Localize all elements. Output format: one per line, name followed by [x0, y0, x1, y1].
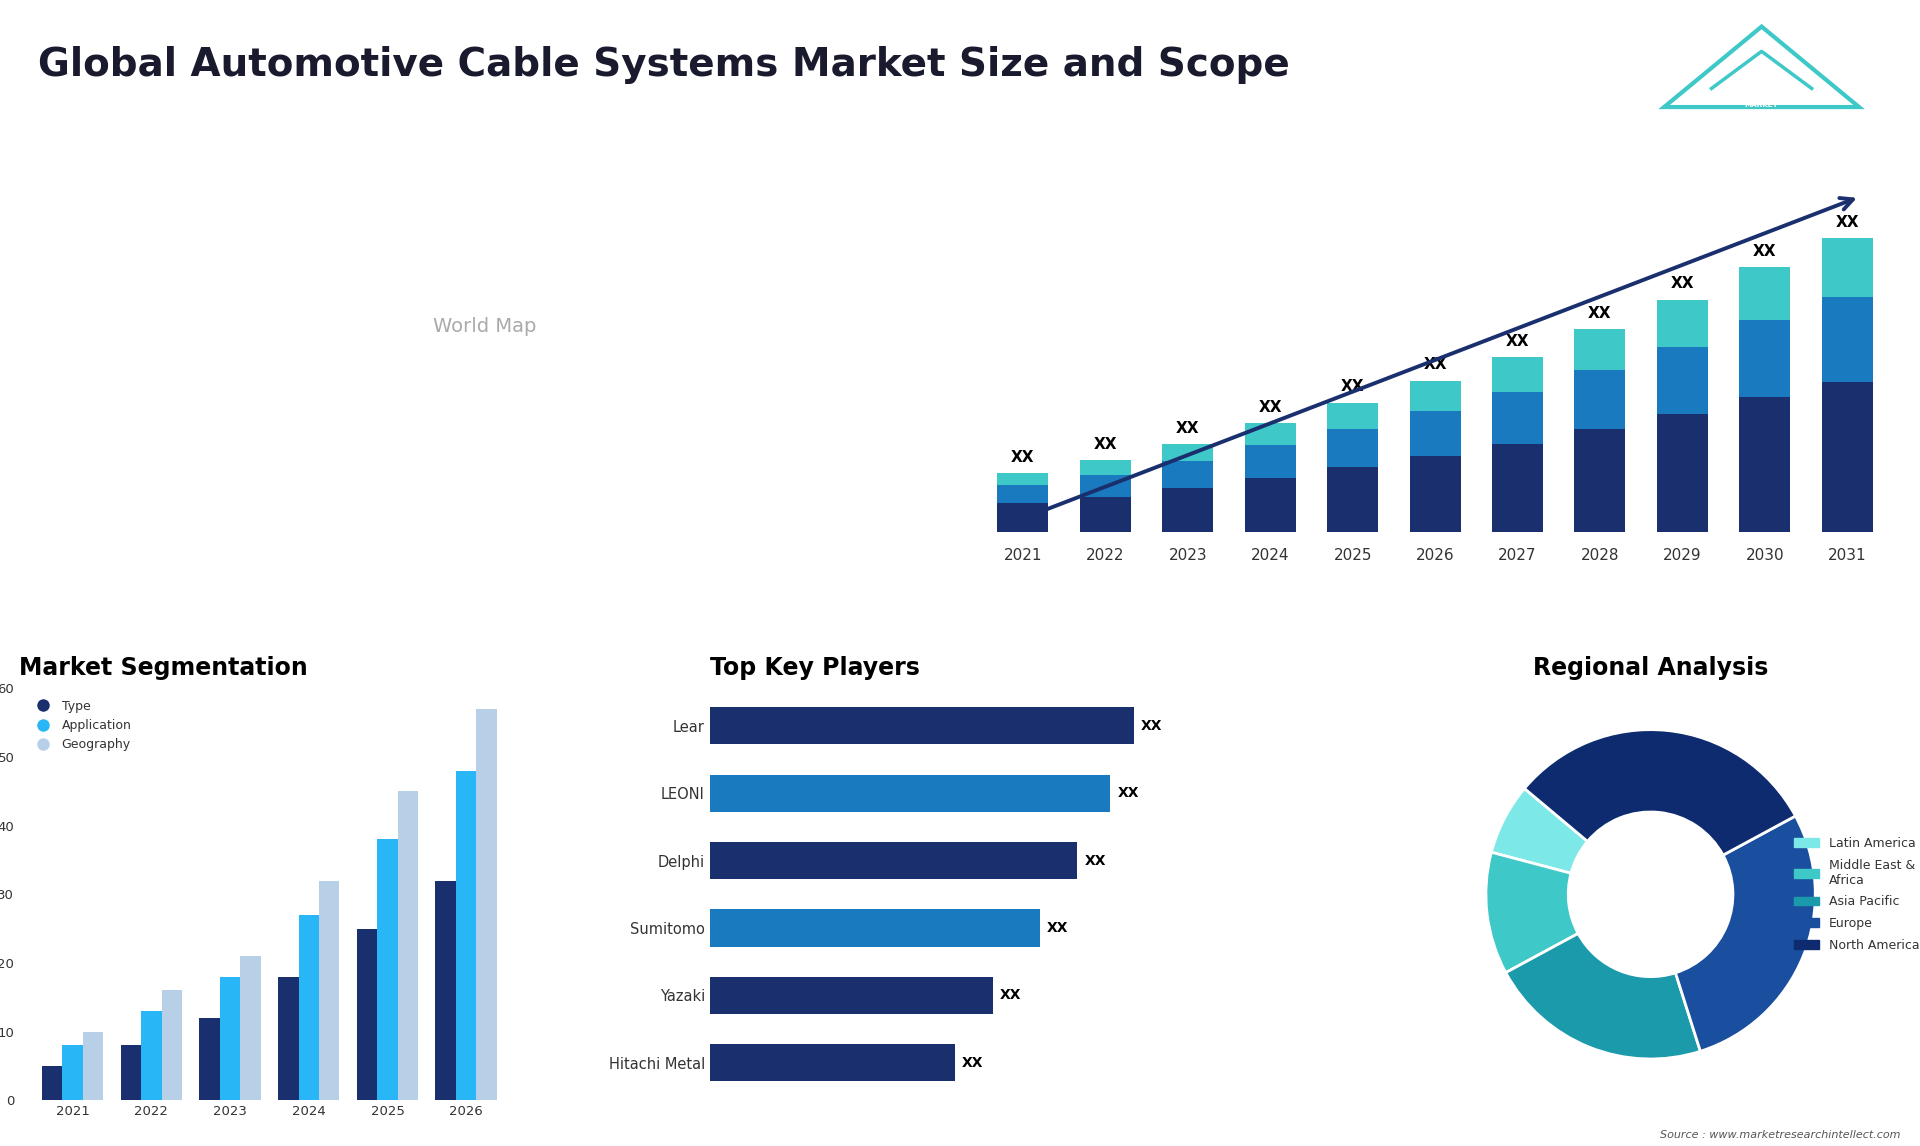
Bar [298, 915, 319, 1100]
Bar [476, 709, 497, 1100]
Bar [710, 976, 993, 1014]
Bar [278, 976, 298, 1100]
Text: Top Key Players: Top Key Players [710, 656, 920, 680]
Wedge shape [1492, 788, 1588, 873]
Text: 2027: 2027 [1498, 549, 1536, 564]
Bar [1822, 382, 1872, 532]
Bar [1409, 456, 1461, 532]
Bar [1740, 397, 1789, 532]
Text: XX: XX [1423, 358, 1448, 372]
Bar [42, 1066, 63, 1100]
Bar [1244, 478, 1296, 532]
Bar [436, 880, 455, 1100]
Bar [710, 842, 1077, 879]
Legend: Latin America, Middle East &
Africa, Asia Pacific, Europe, North America: Latin America, Middle East & Africa, Asi… [1789, 832, 1920, 957]
Text: XX: XX [1117, 786, 1139, 800]
Bar [1327, 402, 1379, 429]
Bar [1409, 380, 1461, 411]
Text: XX: XX [1505, 333, 1528, 348]
Bar [710, 775, 1110, 811]
Bar [1574, 329, 1626, 370]
Bar [996, 485, 1048, 503]
Bar [1409, 411, 1461, 456]
Bar [710, 1044, 954, 1082]
Bar [200, 1018, 219, 1100]
Text: 2029: 2029 [1663, 549, 1701, 564]
Bar [1740, 320, 1789, 397]
Legend: Type, Application, Geography: Type, Application, Geography [25, 694, 136, 756]
Bar [1574, 370, 1626, 429]
Text: XX: XX [1000, 989, 1021, 1003]
Bar [1327, 468, 1379, 532]
Wedge shape [1524, 730, 1795, 855]
Bar [1657, 300, 1709, 347]
Text: World Map: World Map [434, 316, 536, 336]
Bar [996, 473, 1048, 485]
Bar [996, 503, 1048, 532]
Text: XX: XX [1753, 244, 1776, 259]
Bar [1244, 423, 1296, 446]
Bar [1740, 267, 1789, 320]
Bar [63, 1045, 83, 1100]
Wedge shape [1486, 853, 1578, 973]
Text: 2025: 2025 [1332, 549, 1373, 564]
Text: Source : www.marketresearchintellect.com: Source : www.marketresearchintellect.com [1661, 1130, 1901, 1140]
Bar [140, 1011, 161, 1100]
Bar [1822, 297, 1872, 382]
Bar [376, 839, 397, 1100]
Bar [397, 792, 419, 1100]
Bar [1162, 444, 1213, 462]
Text: Market Segmentation: Market Segmentation [19, 656, 307, 680]
Text: 2023: 2023 [1169, 549, 1208, 564]
Text: 2024: 2024 [1252, 549, 1290, 564]
Text: XX: XX [1140, 719, 1162, 732]
Title: Regional Analysis: Regional Analysis [1532, 656, 1768, 680]
Text: 2028: 2028 [1580, 549, 1619, 564]
Bar [121, 1045, 140, 1100]
Text: XX: XX [962, 1055, 983, 1070]
Bar [455, 771, 476, 1100]
Bar [710, 910, 1039, 947]
Bar [1657, 347, 1709, 415]
Bar [1162, 488, 1213, 532]
Bar [1822, 238, 1872, 297]
Bar [1079, 474, 1131, 496]
Bar [1657, 415, 1709, 532]
Text: XX: XX [1094, 437, 1117, 452]
Text: 2031: 2031 [1828, 549, 1866, 564]
Text: Global Automotive Cable Systems Market Size and Scope: Global Automotive Cable Systems Market S… [38, 46, 1290, 84]
Text: XX: XX [1177, 421, 1200, 435]
Text: XX: XX [1046, 921, 1068, 935]
Bar [319, 880, 340, 1100]
Text: XX: XX [1340, 379, 1365, 394]
Bar [1244, 446, 1296, 478]
Bar [1492, 358, 1544, 392]
Bar [161, 990, 182, 1100]
Bar [83, 1031, 104, 1100]
Bar [710, 707, 1135, 744]
Wedge shape [1676, 816, 1814, 1051]
Text: 2026: 2026 [1415, 549, 1453, 564]
Text: XX: XX [1012, 450, 1035, 465]
Text: XX: XX [1836, 214, 1859, 229]
Text: XX: XX [1258, 400, 1283, 415]
Bar [1079, 460, 1131, 474]
Text: XX: XX [1588, 306, 1611, 321]
Text: XX: XX [1085, 854, 1106, 868]
Bar [1492, 444, 1544, 532]
Bar [1162, 462, 1213, 488]
Bar [219, 976, 240, 1100]
Bar [357, 928, 376, 1100]
Bar [1492, 392, 1544, 444]
Bar [1327, 429, 1379, 468]
Bar [1079, 496, 1131, 532]
Text: 2021: 2021 [1004, 549, 1043, 564]
Bar [240, 956, 261, 1100]
Text: 2030: 2030 [1745, 549, 1784, 564]
Text: 2022: 2022 [1087, 549, 1125, 564]
Wedge shape [1505, 934, 1701, 1059]
Bar [1574, 429, 1626, 532]
Text: XX: XX [1670, 276, 1693, 291]
Text: MARKET
RESEARCH
INTELLECT: MARKET RESEARCH INTELLECT [1740, 102, 1784, 125]
